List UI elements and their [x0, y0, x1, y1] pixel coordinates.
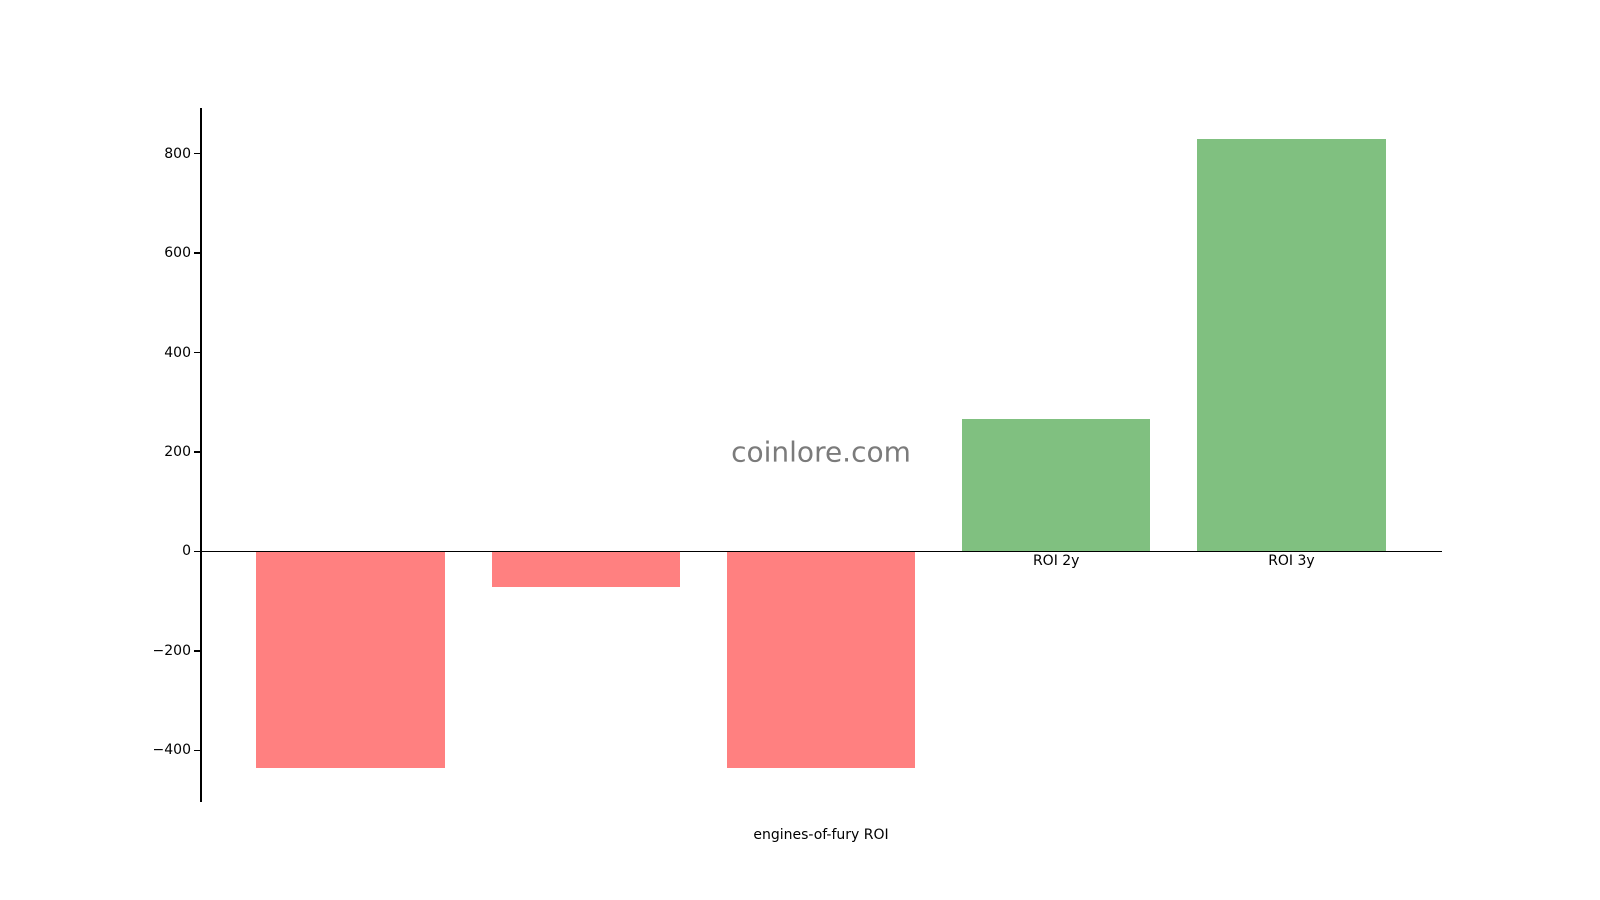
y-tick-label: 600	[164, 245, 191, 262]
plot-area: coinlore.com −400 −200 0 200 400 600 800 ROI 2y…	[153, 108, 1442, 802]
x-tick-label: ROI 3y	[1268, 552, 1315, 569]
watermark: coinlore.com	[731, 435, 911, 469]
y-tick-label: −400	[152, 742, 191, 759]
y-tick-mark	[194, 650, 200, 652]
x-tick-label: ROI 2y	[1032, 552, 1080, 569]
y-tick-label: 200	[164, 444, 191, 461]
y-tick-label: −200	[152, 642, 191, 659]
bar	[962, 418, 1151, 552]
y-tick-mark	[194, 152, 200, 155]
y-tick-mark	[194, 550, 200, 553]
y-tick-mark	[194, 252, 200, 254]
y-tick-label: 800	[164, 145, 191, 162]
y-axis-spine	[200, 108, 202, 802]
bar	[256, 551, 445, 769]
y-tick-label: 0	[182, 543, 191, 560]
bar	[726, 551, 916, 769]
y-tick-mark	[194, 451, 200, 453]
y-tick-label: 400	[164, 344, 191, 361]
bar	[1197, 138, 1386, 552]
bar	[491, 551, 680, 588]
x-axis-title: engines-of-fury ROI	[753, 827, 889, 843]
y-tick-mark	[194, 749, 200, 752]
x-axis-zero-line	[200, 550, 1442, 553]
y-tick-mark	[194, 351, 200, 354]
